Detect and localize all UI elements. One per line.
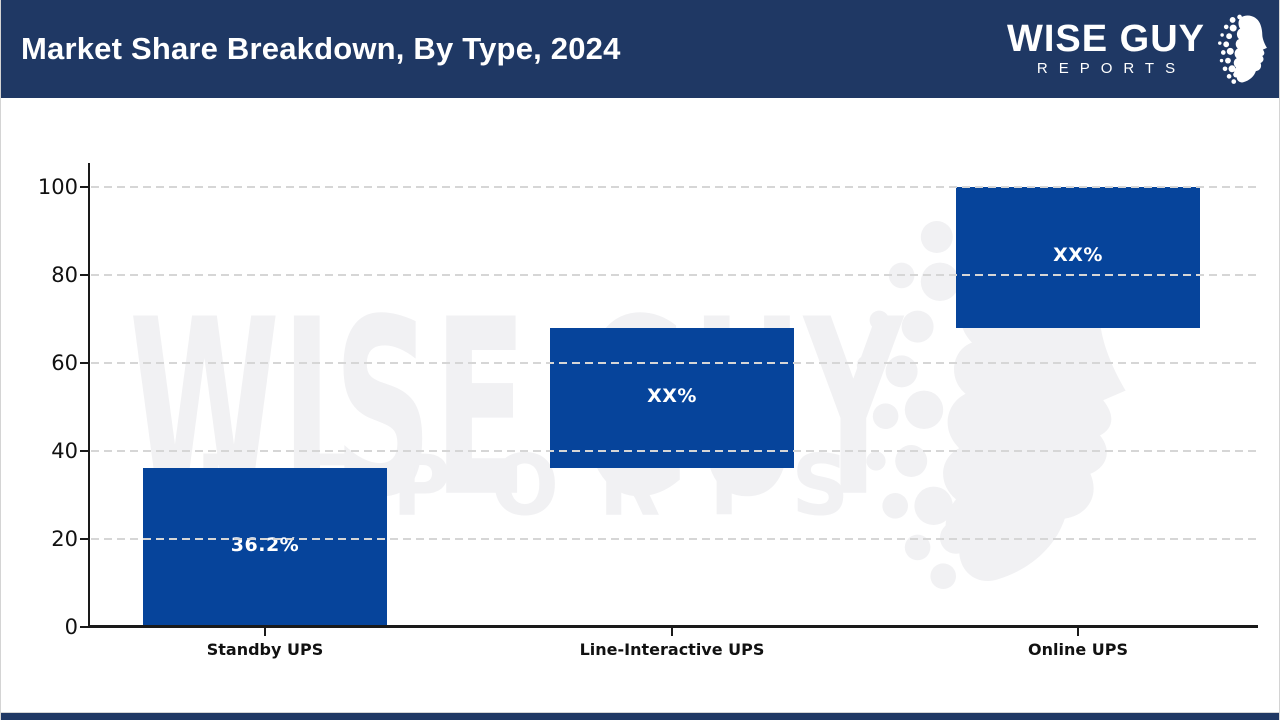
category-label: Online UPS [1027,640,1128,659]
brand-subtitle: REPORTS [1036,60,1187,77]
brand-head-icon [1218,14,1267,84]
category-label: Standby UPS [206,640,324,659]
y-tick-label-60: 60 [51,351,78,375]
x-tick [671,628,673,636]
gridline-60 [91,362,1257,364]
y-tick-20 [80,538,88,540]
bar-segment: XX% [956,187,1200,328]
y-tick-label-40: 40 [51,439,78,463]
y-tick-100 [80,186,88,188]
page-title: Market Share Breakdown, By Type, 2024 [21,31,621,66]
y-tick-80 [80,274,88,276]
gridline-80 [91,274,1257,276]
y-tick-40 [80,450,88,452]
y-tick-0 [80,626,88,628]
y-axis-line [88,163,90,628]
frame-bottom-border [1,712,1279,713]
y-tick-label-20: 20 [51,527,78,551]
gridline-40 [91,450,1257,452]
x-tick [264,628,266,636]
gridline-20 [91,538,1257,540]
y-tick-label-0: 0 [64,615,78,639]
gridline-100 [91,186,1257,188]
brand-logo-text: WISE GUY REPORTS [1007,19,1205,79]
y-tick-label-100: 100 [37,175,78,199]
header-bar: Market Share Breakdown, By Type, 2024 WI… [1,0,1279,98]
y-tick-label-80: 80 [51,263,78,287]
brand-logo: WISE GUY REPORTS [1007,6,1271,92]
bar-value-label: XX% [647,384,697,407]
y-tick-60 [80,362,88,364]
x-tick [1077,628,1079,636]
bar-segment: XX% [550,327,794,468]
footer-bar [1,713,1279,720]
brand-name: WISE GUY [1006,18,1205,60]
bar-value-label: XX% [1053,244,1103,267]
bar-segment: 36.2% [143,467,387,627]
x-axis-line [88,625,1258,628]
category-label: Line-Interactive UPS [579,640,765,659]
